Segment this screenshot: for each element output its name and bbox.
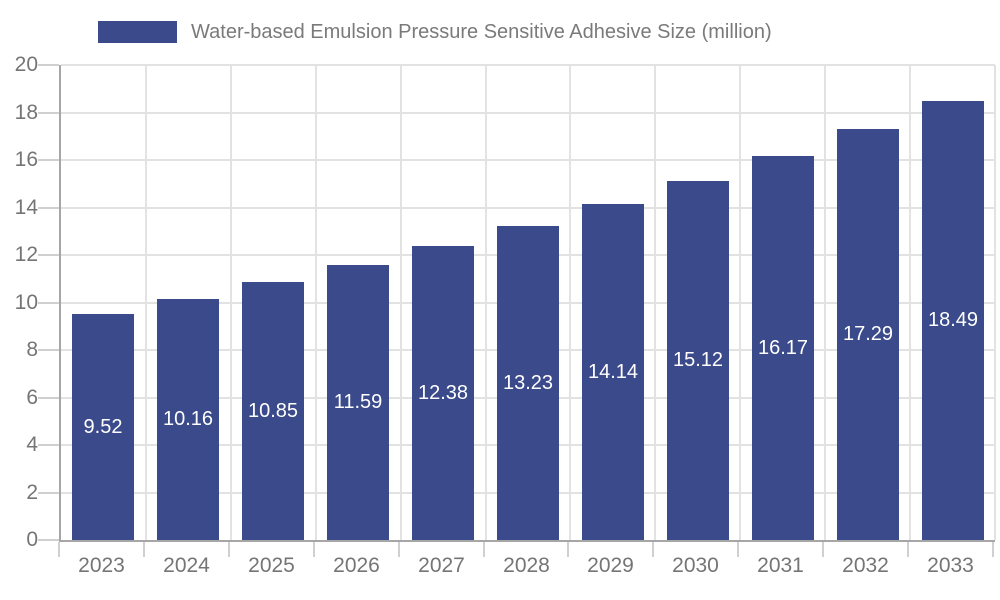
bar-value-label: 14.14: [587, 360, 639, 383]
gridline-vertical: [145, 65, 147, 540]
x-axis-tick: [737, 542, 739, 557]
x-tick-label: 2026: [333, 554, 380, 577]
gridline-vertical: [230, 65, 232, 540]
y-tick-label: 16: [14, 148, 38, 171]
bar-value-label: 17.29: [842, 323, 894, 345]
bar-value-label: 13.23: [502, 371, 554, 394]
y-tick-label: 4: [26, 433, 38, 456]
y-tick-label: 8: [26, 338, 38, 361]
x-axis-tick: [822, 542, 824, 557]
bar: 13.23: [497, 226, 559, 540]
x-tick-label: 2031: [757, 554, 804, 577]
bar-value-label: 11.59: [333, 391, 383, 413]
x-axis-tick: [652, 542, 654, 557]
legend-swatch: [98, 21, 177, 43]
gridline-vertical: [569, 65, 571, 540]
y-tick-label: 2: [26, 480, 38, 504]
y-axis-tick: [38, 539, 59, 541]
x-tick-label: 2024: [163, 554, 210, 577]
gridline-horizontal: [61, 159, 995, 161]
bar: 15.12: [667, 181, 729, 540]
bar-value-label: 9.52: [83, 415, 123, 438]
legend-label: Water-based Emulsion Pressure Sensitive …: [191, 20, 772, 43]
bar-value-label: 10.16: [162, 408, 214, 430]
gridline-horizontal: [61, 206, 995, 209]
y-axis-tick: [38, 301, 59, 304]
x-tick-label: 2023: [78, 554, 125, 577]
bar: 14.14: [582, 204, 644, 540]
bar: 16.17: [752, 156, 814, 540]
x-axis-tick: [313, 542, 315, 557]
gridline-horizontal: [61, 64, 995, 66]
x-axis-tick: [398, 542, 400, 557]
y-axis-tick: [38, 111, 59, 114]
x-axis-tick: [907, 542, 909, 557]
x-tick-label: 2027: [418, 554, 465, 577]
x-axis-tick: [992, 542, 994, 557]
bar: 9.52: [72, 314, 134, 540]
bar-value-label: 12.38: [417, 381, 469, 404]
x-axis-tick: [228, 542, 230, 557]
y-tick-label: 6: [26, 385, 38, 409]
y-axis-tick: [38, 444, 59, 446]
x-axis-tick: [58, 542, 60, 557]
x-tick-label: 2030: [672, 554, 719, 577]
y-axis-tick: [38, 64, 59, 66]
y-tick-label: 14: [14, 195, 38, 219]
bar: 12.38: [412, 246, 474, 540]
bar-value-label: 10.85: [247, 399, 299, 422]
bar: 18.49: [922, 101, 984, 540]
y-tick-label: 12: [14, 243, 38, 266]
y-tick-label: 20: [14, 53, 38, 76]
y-axis-tick: [38, 396, 59, 399]
gridline-vertical: [994, 65, 996, 540]
x-axis-tick: [567, 542, 569, 557]
x-axis-tick: [143, 542, 145, 557]
y-axis-tick: [38, 159, 59, 161]
gridline-vertical: [315, 65, 317, 540]
bar-value-label: 18.49: [927, 309, 979, 331]
x-axis-tick: [483, 542, 485, 557]
x-tick-label: 2032: [842, 554, 889, 577]
x-tick-label: 2028: [503, 554, 550, 577]
gridline-vertical: [654, 65, 656, 540]
bar-value-label: 16.17: [757, 336, 809, 359]
legend: Water-based Emulsion Pressure Sensitive …: [98, 16, 772, 48]
plot-area: 9.52 10.16 10.85 11.59 12.38 13.23 14.14 15.12 1…: [59, 64, 996, 542]
bar-value-label: 15.12: [672, 349, 724, 371]
x-tick-label: 2033: [927, 554, 974, 577]
y-axis-tick: [38, 349, 59, 351]
gridline-vertical: [909, 65, 911, 540]
bar: 17.29: [837, 129, 899, 540]
y-tick-label: 0: [26, 528, 38, 551]
bar: 10.16: [157, 299, 219, 540]
y-tick-label: 10: [14, 290, 38, 314]
y-tick-label: 18: [14, 100, 38, 124]
gridline-horizontal: [61, 111, 995, 114]
y-axis-tick: [38, 206, 59, 209]
x-tick-label: 2025: [248, 554, 295, 577]
y-axis-tick: [38, 254, 59, 256]
gridline-vertical: [485, 65, 487, 540]
gridline-vertical: [739, 65, 741, 540]
x-tick-label: 2029: [587, 554, 634, 577]
bar: 11.59: [327, 265, 389, 540]
bar: 10.85: [242, 282, 304, 540]
y-axis-tick: [38, 491, 59, 494]
gridline-vertical: [400, 65, 402, 540]
gridline-vertical: [824, 65, 826, 540]
